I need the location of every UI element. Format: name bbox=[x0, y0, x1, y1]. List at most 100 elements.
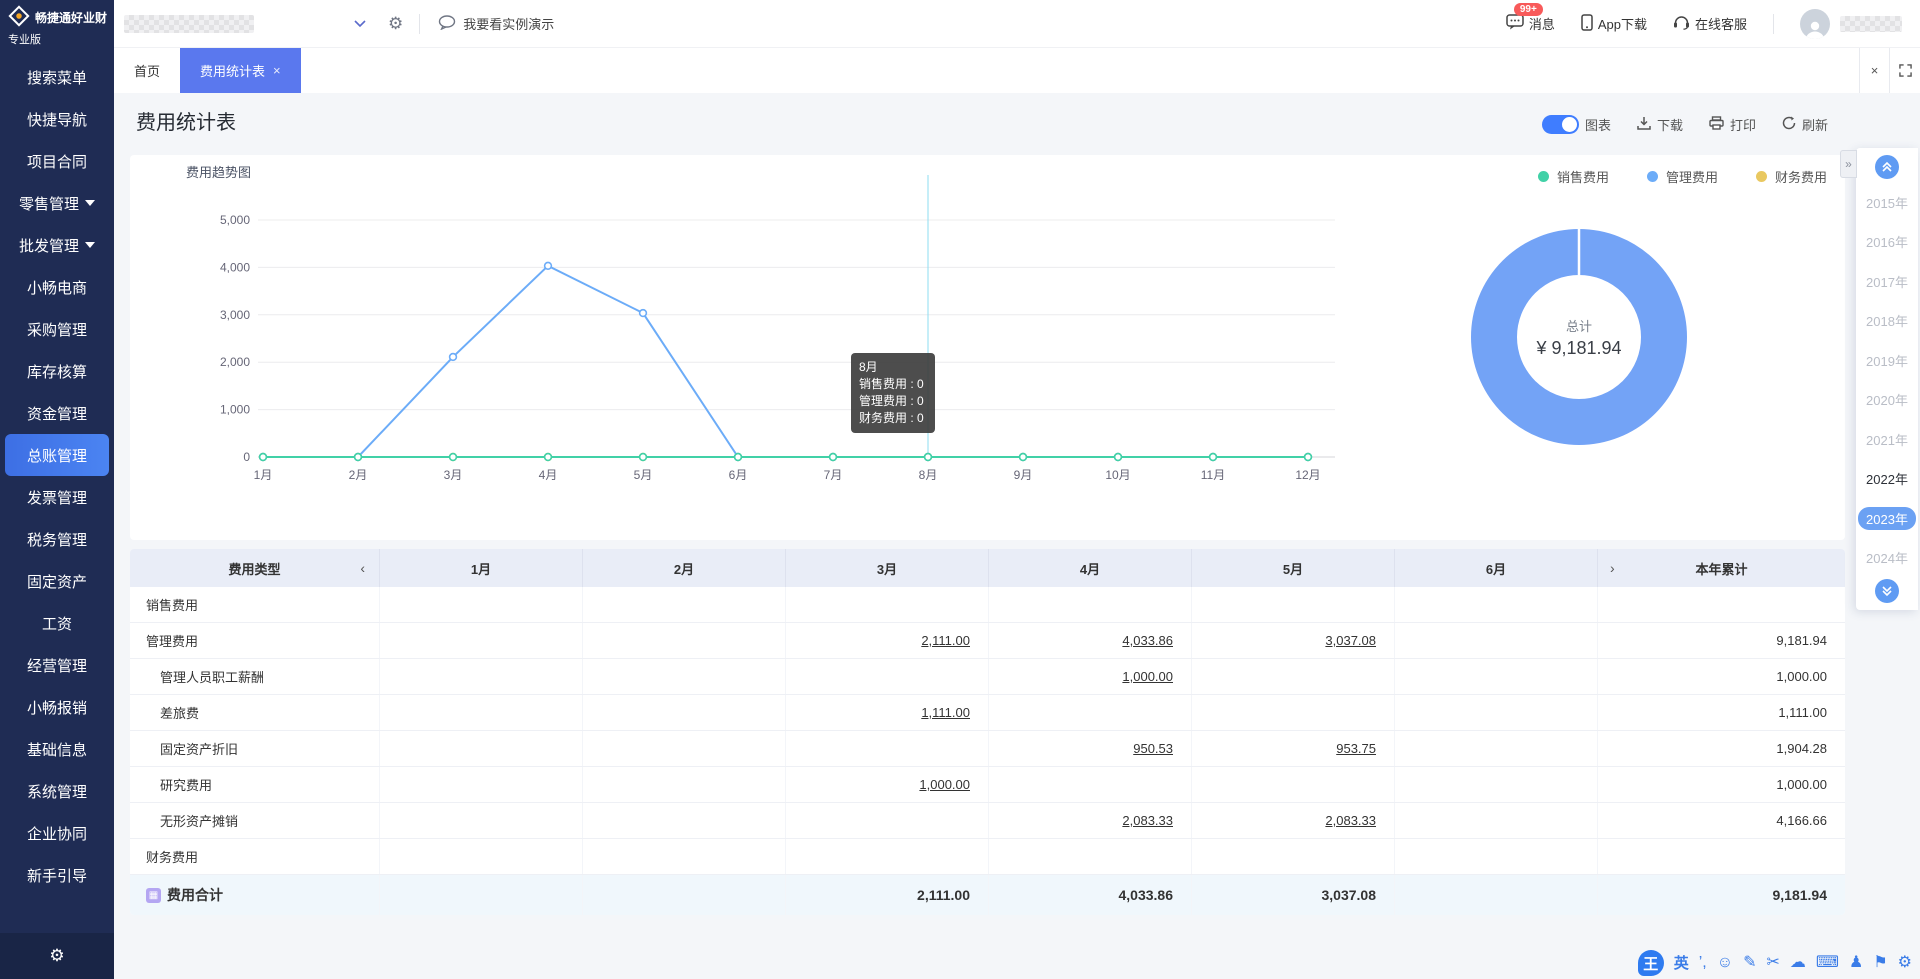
drilldown-link[interactable]: 3,037.08 bbox=[1325, 633, 1376, 648]
emoji-icon[interactable]: ☺ bbox=[1716, 954, 1734, 971]
company-selector[interactable] bbox=[124, 14, 254, 33]
year-option-2023年[interactable]: 2023年 bbox=[1858, 505, 1916, 531]
app-download-button[interactable]: App下载 bbox=[1581, 13, 1647, 34]
avatar[interactable] bbox=[1800, 8, 1830, 39]
prev-months-icon[interactable]: ‹ bbox=[360, 560, 365, 576]
year-option-2022年[interactable]: 2022年 bbox=[1858, 466, 1916, 492]
tab-费用统计表[interactable]: 费用统计表 × bbox=[180, 48, 301, 93]
refresh-button[interactable]: 刷新 bbox=[1782, 115, 1828, 134]
row-label: 固定资产折旧 bbox=[160, 742, 239, 757]
handwriting-icon[interactable]: ✎ bbox=[1743, 954, 1757, 971]
year-option-2016年[interactable]: 2016年 bbox=[1858, 229, 1916, 255]
workspace-gear-icon[interactable]: ⚙ bbox=[388, 13, 404, 33]
sidebar-item-搜索菜单[interactable]: 搜索菜单 bbox=[5, 56, 109, 98]
drilldown-link[interactable]: 1,000.00 bbox=[1122, 669, 1173, 684]
legend-label: 财务费用 bbox=[1774, 170, 1827, 185]
sidebar-item-快捷导航[interactable]: 快捷导航 bbox=[5, 98, 109, 140]
sidebar-settings-button[interactable]: ⚙ bbox=[0, 933, 114, 979]
donut-chart[interactable]: 总计 ¥ 9,181.94 bbox=[1459, 217, 1699, 457]
year-panel-collapse-handle[interactable]: » bbox=[1840, 150, 1857, 178]
row-label-cell: 差旅费 bbox=[130, 695, 380, 730]
close-icon[interactable]: × bbox=[1860, 48, 1890, 93]
svg-text:8月: 8月 bbox=[919, 468, 938, 482]
ime-settings-icon[interactable]: ⚙ bbox=[1897, 954, 1912, 971]
sidebar-item-税务管理[interactable]: 税务管理 bbox=[5, 518, 109, 560]
drilldown-link[interactable]: 2,083.33 bbox=[1325, 813, 1376, 828]
sidebar-item-工资[interactable]: 工资 bbox=[5, 602, 109, 644]
tab-首页[interactable]: 首页 bbox=[114, 48, 180, 93]
year-scroll-up-button[interactable] bbox=[1875, 155, 1899, 179]
value-cell bbox=[380, 803, 583, 838]
sidebar-item-采购管理[interactable]: 采购管理 bbox=[5, 308, 109, 350]
sidebar-item-资金管理[interactable]: 资金管理 bbox=[5, 392, 109, 434]
sidebar-item-库存核算[interactable]: 库存核算 bbox=[5, 350, 109, 392]
sidebar-item-固定资产[interactable]: 固定资产 bbox=[5, 560, 109, 602]
support-button[interactable]: 在线客服 bbox=[1673, 14, 1747, 33]
year-option-2019年[interactable]: 2019年 bbox=[1858, 347, 1916, 373]
drilldown-link[interactable]: 950.53 bbox=[1133, 741, 1173, 756]
legend-item-财务费用[interactable]: 财务费用 bbox=[1755, 167, 1827, 186]
ime-lang-icon[interactable]: 英 bbox=[1673, 954, 1689, 972]
legend-item-销售费用[interactable]: 销售费用 bbox=[1537, 167, 1609, 186]
year-option-2017年[interactable]: 2017年 bbox=[1858, 268, 1916, 294]
next-months-icon[interactable]: › bbox=[1610, 560, 1615, 576]
ime-logo[interactable]: 王 bbox=[1637, 950, 1664, 976]
sidebar-item-零售管理[interactable]: 零售管理 bbox=[5, 182, 109, 224]
cloud-icon[interactable]: ☁ bbox=[1789, 954, 1806, 971]
virtual-keyboard-icon[interactable]: ⌨ bbox=[1815, 954, 1839, 971]
donut-total-label: 总计 bbox=[1565, 318, 1592, 334]
chart-toggle[interactable]: 图表 bbox=[1541, 115, 1611, 134]
year-option-2018年[interactable]: 2018年 bbox=[1858, 308, 1916, 334]
sidebar-item-发票管理[interactable]: 发票管理 bbox=[5, 476, 109, 518]
sidebar-item-小畅电商[interactable]: 小畅电商 bbox=[5, 266, 109, 308]
username[interactable] bbox=[1840, 15, 1902, 32]
line-chart[interactable]: 0 1,000 2,000 3,000 4,000 5,000 1月 2月 3月 4月 5月 6月 7月… bbox=[150, 167, 1410, 495]
drilldown-link[interactable]: 4,033.86 bbox=[1122, 633, 1173, 648]
messages-button[interactable]: 99+ 消息 bbox=[1506, 3, 1555, 33]
punctuation-icon[interactable]: ’, bbox=[1698, 954, 1707, 971]
toggle-switch[interactable] bbox=[1541, 115, 1579, 134]
printer-icon bbox=[1709, 116, 1724, 133]
svg-text:10月: 10月 bbox=[1105, 468, 1130, 482]
sidebar-item-label: 快捷导航 bbox=[26, 111, 87, 129]
year-option-2024年[interactable]: 2024年 bbox=[1858, 545, 1916, 571]
legend-dot-icon bbox=[1646, 171, 1658, 182]
year-scroll-down-button[interactable] bbox=[1875, 579, 1899, 603]
value-cell: 2,111.00 bbox=[786, 623, 989, 658]
year-option-2015年[interactable]: 2015年 bbox=[1858, 189, 1916, 215]
value-cell: 1,000.00 bbox=[1598, 767, 1845, 802]
tab-label: 首页 bbox=[134, 64, 161, 79]
drilldown-link[interactable]: 1,111.00 bbox=[921, 705, 970, 720]
sidebar-item-批发管理[interactable]: 批发管理 bbox=[5, 224, 109, 266]
tooltip-line: 管理费用 : 0 bbox=[859, 394, 924, 408]
table-row-销售费用: 销售费用 bbox=[130, 587, 1845, 623]
account-icon[interactable]: ♟ bbox=[1848, 954, 1864, 971]
fullscreen-icon[interactable] bbox=[1890, 48, 1920, 93]
tab-close-icon[interactable]: × bbox=[273, 63, 281, 78]
sidebar-item-系统管理[interactable]: 系统管理 bbox=[5, 770, 109, 812]
year-option-2021年[interactable]: 2021年 bbox=[1858, 426, 1916, 452]
download-button[interactable]: 下载 bbox=[1637, 115, 1683, 134]
drilldown-link[interactable]: 2,083.33 bbox=[1122, 813, 1173, 828]
sidebar-item-项目合同[interactable]: 项目合同 bbox=[5, 140, 109, 182]
sidebar-item-新手引导[interactable]: 新手引导 bbox=[5, 854, 109, 896]
drilldown-link[interactable]: 1,000.00 bbox=[919, 777, 970, 792]
svg-text:12月: 12月 bbox=[1295, 468, 1320, 482]
year-option-2020年[interactable]: 2020年 bbox=[1858, 387, 1916, 413]
sidebar-item-总账管理[interactable]: 总账管理 bbox=[5, 434, 109, 476]
cell-value: 9,181.94 bbox=[1772, 887, 1828, 903]
sidebar-item-label: 新手引导 bbox=[26, 867, 87, 885]
chevron-down-icon[interactable] bbox=[354, 16, 366, 31]
download-icon bbox=[1637, 116, 1651, 133]
sidebar-item-经营管理[interactable]: 经营管理 bbox=[5, 644, 109, 686]
skin-icon[interactable]: ⚑ bbox=[1873, 954, 1888, 971]
legend-item-管理费用[interactable]: 管理费用 bbox=[1646, 167, 1718, 186]
sidebar-item-企业协同[interactable]: 企业协同 bbox=[5, 812, 109, 854]
drilldown-link[interactable]: 953.75 bbox=[1336, 741, 1376, 756]
sidebar-item-基础信息[interactable]: 基础信息 bbox=[5, 728, 109, 770]
drilldown-link[interactable]: 2,111.00 bbox=[921, 633, 970, 648]
sidebar-item-小畅报销[interactable]: 小畅报销 bbox=[5, 686, 109, 728]
demo-link[interactable]: 我要看实例演示 bbox=[438, 14, 554, 33]
screenshot-icon[interactable]: ✂ bbox=[1766, 954, 1780, 971]
print-button[interactable]: 打印 bbox=[1709, 115, 1756, 134]
